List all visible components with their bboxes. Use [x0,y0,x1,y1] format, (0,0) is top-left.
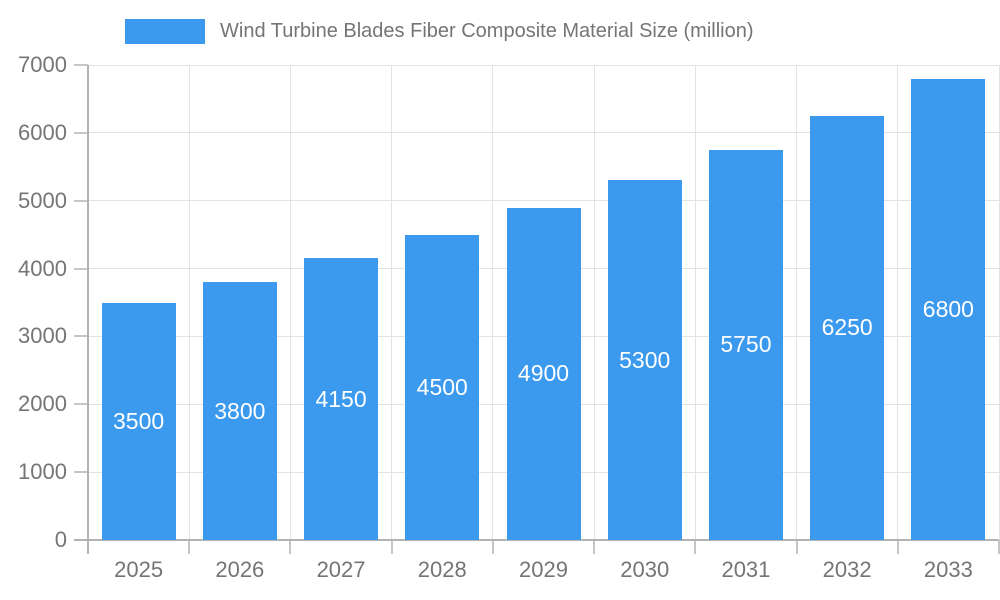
x-gridline [796,65,798,540]
y-axis-label: 1000 [18,459,67,485]
bar[interactable]: 4150 [304,258,379,540]
bar[interactable]: 4900 [506,207,581,540]
x-axis-line [74,539,999,541]
x-gridline [289,65,291,540]
y-axis-label: 6000 [18,119,67,145]
x-axis-label: 2026 [215,557,265,582]
x-axis-tick [896,540,899,554]
legend-swatch [125,18,205,44]
bar[interactable]: 3800 [202,282,277,540]
y-gridline [88,132,999,134]
x-axis-label: 2030 [620,557,670,582]
y-gridline [88,200,999,202]
bar-value-label: 5750 [720,331,772,358]
bar-value-label: 4900 [517,360,570,387]
x-gridline [897,65,899,540]
x-axis-tick [593,540,596,554]
x-axis-tick [998,540,1000,554]
x-axis-label: 2033 [923,557,973,582]
y-axis-tick [74,403,88,406]
bar-value-label: 4150 [315,385,367,412]
bar[interactable]: 5750 [708,149,783,540]
x-axis-label: 2031 [721,557,771,582]
legend[interactable]: Wind Turbine Blades Fiber Composite Mate… [125,16,754,46]
x-axis-tick [795,540,798,554]
bar[interactable]: 3500 [101,302,176,540]
x-axis-tick [491,540,494,554]
y-axis-line [87,65,89,554]
x-gridline [593,65,595,540]
bar-value-label: 3500 [113,407,165,434]
x-axis-label: 2032 [822,557,872,582]
bar[interactable]: 6800 [911,78,986,540]
bar-value-label: 6250 [821,314,873,341]
y-axis-label: 3000 [18,323,67,349]
x-axis-tick [188,540,191,554]
x-gridline [694,65,696,540]
x-axis-label: 2027 [316,557,366,582]
y-axis-label: 5000 [18,187,67,213]
x-gridline [492,65,494,540]
bar[interactable]: 5300 [607,180,682,540]
bar-value-label: 6800 [922,295,974,322]
y-axis-label: 0 [54,527,67,552]
bar-value-label: 5300 [619,346,671,373]
x-gridline [188,65,190,540]
y-axis-tick [74,267,88,270]
x-axis-label: 2025 [114,557,164,582]
y-axis-label: 7000 [18,52,67,77]
legend-label: Wind Turbine Blades Fiber Composite Mate… [220,19,754,42]
bar-value-label: 4500 [416,373,468,400]
x-axis-tick [289,540,292,554]
y-axis-tick [74,471,88,474]
x-gridline [391,65,393,540]
y-axis-tick [74,335,88,338]
y-axis-tick [74,64,88,66]
bar-value-label: 3800 [214,397,266,424]
x-axis-tick [390,540,393,554]
y-axis-tick [74,199,88,202]
y-axis-tick [74,131,88,134]
x-axis-tick [694,540,697,554]
bar[interactable]: 4500 [405,234,480,540]
bar[interactable]: 6250 [810,115,885,540]
y-gridline [88,64,999,66]
y-axis-label: 4000 [18,255,67,281]
y-axis-label: 2000 [18,391,67,417]
x-axis-label: 2028 [417,557,467,582]
x-gridline [998,65,1000,540]
x-axis-label: 2029 [519,557,568,582]
